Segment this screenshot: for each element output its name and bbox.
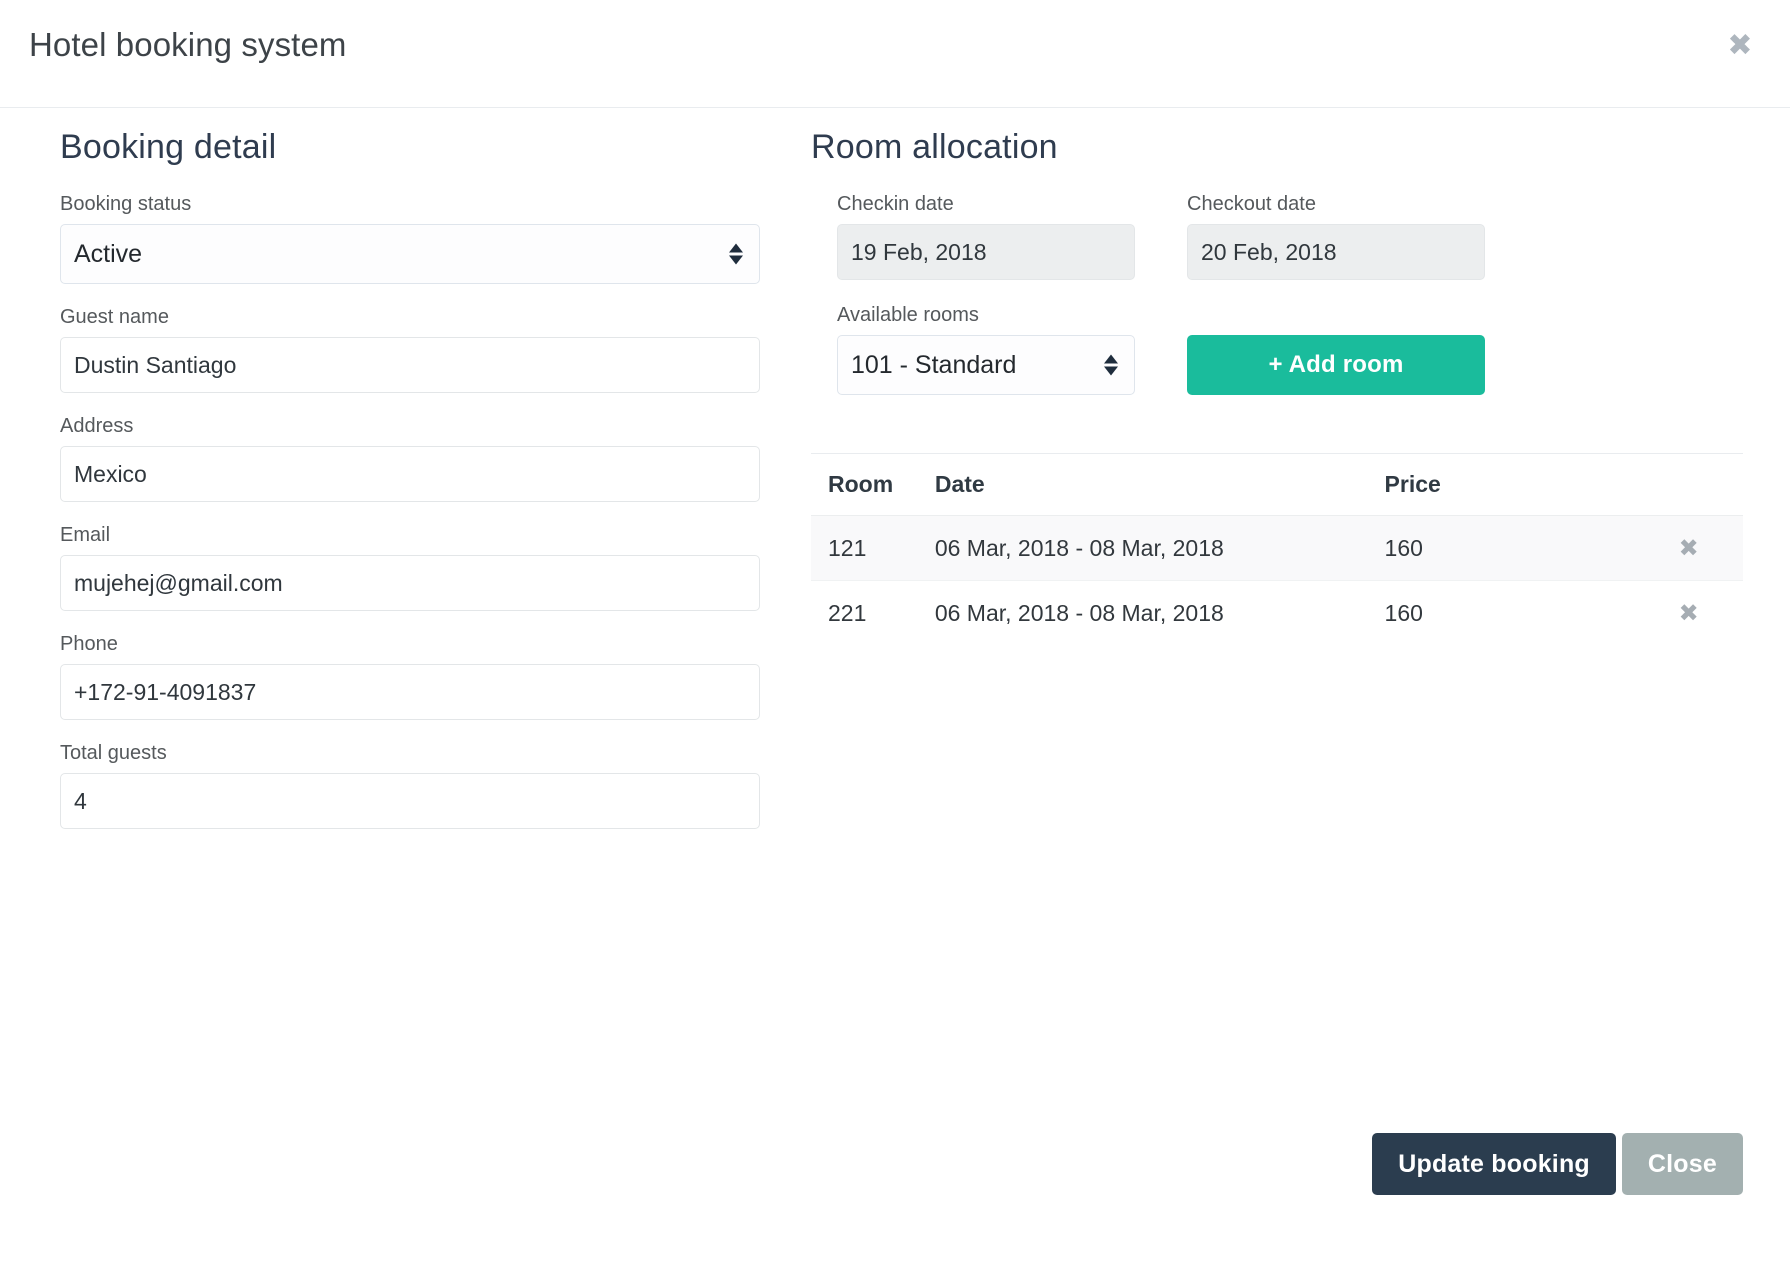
address-label: Address bbox=[60, 415, 134, 437]
field-phone: Phone +172-91-4091837 bbox=[60, 633, 760, 720]
room-allocation-panel: Room allocation Checkin date 19 Feb, 201… bbox=[811, 128, 1743, 645]
booking-status-select[interactable]: Active bbox=[60, 224, 760, 284]
field-checkout-date: Checkout date 20 Feb, 2018 bbox=[1187, 193, 1485, 280]
booking-status-label: Booking status bbox=[60, 193, 192, 215]
email-label: Email bbox=[60, 524, 111, 546]
column-header-actions bbox=[1634, 453, 1743, 516]
cell-room: 121 bbox=[811, 515, 935, 581]
cell-price: 160 bbox=[1384, 515, 1635, 581]
total-guests-input[interactable]: 4 bbox=[60, 773, 760, 829]
table-row: 221 06 Mar, 2018 - 08 Mar, 2018 160 ✖ bbox=[811, 581, 1743, 646]
cell-room: 221 bbox=[828, 599, 867, 626]
cell-date: 06 Mar, 2018 - 08 Mar, 2018 bbox=[934, 515, 1385, 581]
delete-row-icon[interactable]: ✖ bbox=[1678, 534, 1699, 562]
field-address: Address Mexico bbox=[60, 415, 760, 502]
update-booking-button[interactable]: Update booking bbox=[1372, 1133, 1616, 1195]
available-rooms-value: 101 - Standard bbox=[851, 350, 1017, 379]
column-header-price: Price bbox=[1384, 453, 1635, 516]
room-allocation-title: Room allocation bbox=[811, 128, 1058, 166]
checkin-date-label: Checkin date bbox=[837, 193, 954, 215]
date-row: Checkin date 19 Feb, 2018 Checkout date … bbox=[837, 193, 1743, 280]
column-header-room: Room bbox=[811, 453, 935, 516]
address-input[interactable]: Mexico bbox=[60, 446, 760, 502]
field-available-rooms: Available rooms 101 - Standard bbox=[837, 304, 1135, 395]
column-header-date: Date bbox=[934, 453, 1385, 516]
email-input[interactable]: mujehej@gmail.com bbox=[60, 555, 760, 611]
booking-status-value: Active bbox=[74, 239, 143, 268]
checkout-date-input[interactable]: 20 Feb, 2018 bbox=[1187, 224, 1485, 280]
available-rooms-select[interactable]: 101 - Standard bbox=[837, 335, 1135, 395]
close-icon[interactable]: ✖ bbox=[1727, 28, 1753, 63]
field-email: Email mujehej@gmail.com bbox=[60, 524, 760, 611]
phone-input[interactable]: +172-91-4091837 bbox=[60, 664, 760, 720]
footer-actions: Update booking Close bbox=[1372, 1133, 1743, 1195]
chevron-updown-icon bbox=[1104, 354, 1118, 376]
add-room-button[interactable]: + Add room bbox=[1187, 335, 1485, 395]
checkout-date-label: Checkout date bbox=[1187, 193, 1316, 215]
table-body: 121 06 Mar, 2018 - 08 Mar, 2018 160 ✖ 22… bbox=[811, 515, 1743, 646]
guest-name-label: Guest name bbox=[60, 306, 169, 328]
total-guests-label: Total guests bbox=[60, 742, 167, 764]
close-button[interactable]: Close bbox=[1621, 1133, 1743, 1195]
page-title: Hotel booking system bbox=[29, 26, 347, 63]
delete-row-icon[interactable]: ✖ bbox=[1678, 599, 1699, 627]
field-booking-status: Booking status Active bbox=[60, 193, 760, 284]
guest-name-input[interactable]: Dustin Santiago bbox=[60, 337, 760, 393]
field-total-guests: Total guests 4 bbox=[60, 742, 760, 829]
modal-header: Hotel booking system ✖ bbox=[0, 0, 1790, 108]
booking-detail-title: Booking detail bbox=[60, 128, 277, 166]
checkin-date-input[interactable]: 19 Feb, 2018 bbox=[837, 224, 1135, 280]
field-checkin-date: Checkin date 19 Feb, 2018 bbox=[837, 193, 1135, 280]
cell-price: 160 bbox=[1384, 599, 1423, 626]
modal-body: Booking detail Booking status Active Gue… bbox=[0, 108, 1790, 1200]
table-head: Room Date Price bbox=[811, 453, 1743, 516]
phone-label: Phone bbox=[60, 633, 118, 655]
room-allocation-table: Room Date Price 121 06 Mar, 2018 - 08 Ma… bbox=[811, 453, 1743, 645]
table-header-row: Room Date Price bbox=[811, 453, 1743, 516]
table-row: 121 06 Mar, 2018 - 08 Mar, 2018 160 ✖ bbox=[811, 515, 1743, 581]
rooms-row: Available rooms 101 - Standard + Add roo… bbox=[837, 304, 1743, 395]
chevron-updown-icon bbox=[729, 243, 743, 265]
booking-detail-panel: Booking detail Booking status Active Gue… bbox=[60, 128, 760, 851]
field-guest-name: Guest name Dustin Santiago bbox=[60, 306, 760, 393]
cell-date: 06 Mar, 2018 - 08 Mar, 2018 bbox=[934, 599, 1224, 626]
available-rooms-label: Available rooms bbox=[837, 304, 979, 326]
